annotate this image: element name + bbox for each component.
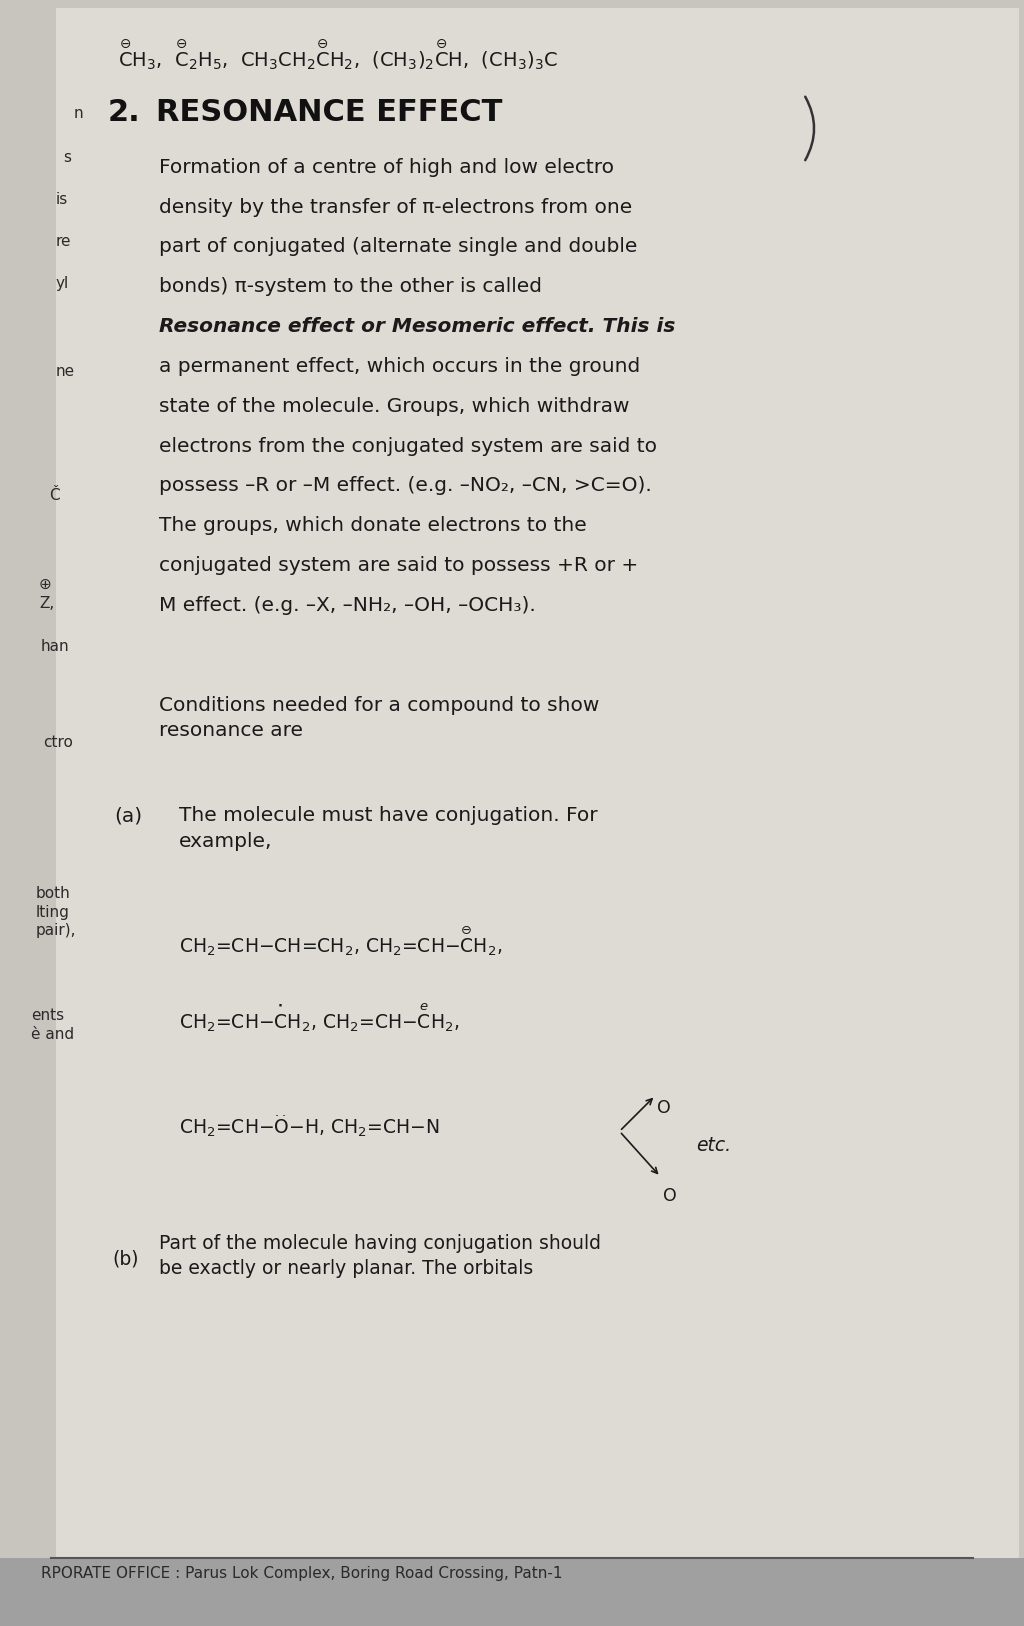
Text: M effect. (e.g. –X, –NH₂, –OH, –OCH₃).: M effect. (e.g. –X, –NH₂, –OH, –OCH₃). [159,597,536,615]
Text: both
lting
pair),: both lting pair), [36,886,77,938]
Text: (a): (a) [115,806,142,824]
Text: han: han [41,639,70,654]
Text: part of conjugated (alternate single and double: part of conjugated (alternate single and… [159,237,637,257]
Text: n: n [74,106,83,120]
Text: re: re [55,234,71,249]
Text: s: s [63,150,72,164]
Text: electrons from the conjugated system are said to: electrons from the conjugated system are… [159,436,656,455]
Text: 2.: 2. [108,98,140,127]
FancyBboxPatch shape [56,8,1019,1610]
Text: O: O [657,1099,671,1117]
Text: etc.: etc. [696,1137,731,1154]
Text: $\overset{\ominus}{\mathrm{C}}$H$_3$,  $\overset{\ominus}{\mathrm{C}}_2$H$_5$,  : $\overset{\ominus}{\mathrm{C}}$H$_3$, $\… [118,37,558,72]
Text: Conditions needed for a compound to show
resonance are: Conditions needed for a compound to show… [159,696,599,740]
Text: density by the transfer of π-electrons from one: density by the transfer of π-electrons f… [159,197,632,216]
Text: ⊕
Ż,: ⊕ Ż, [39,577,54,611]
Text: RPORATE OFFICE : Parus Lok Complex, Boring Road Crossing, Patn-1: RPORATE OFFICE : Parus Lok Complex, Bori… [41,1566,562,1580]
Text: ne: ne [55,364,75,379]
Text: yl: yl [55,276,69,291]
Text: Part of the molecule having conjugation should
be exactly or nearly planar. The : Part of the molecule having conjugation … [159,1234,601,1278]
Text: Resonance effect or Mesomeric effect. This is: Resonance effect or Mesomeric effect. Th… [159,317,675,337]
Text: RESONANCE EFFECT: RESONANCE EFFECT [156,98,502,127]
Text: conjugated system are said to possess +R or +: conjugated system are said to possess +R… [159,556,638,576]
Text: possess –R or –M effect. (e.g. –NO₂, –CN, >C=O).: possess –R or –M effect. (e.g. –NO₂, –CN… [159,476,651,496]
Text: CH$_2$=CH$-$$\overset{..}{\mathrm{O}}$$-$H, CH$_2$=CH$-$N: CH$_2$=CH$-$$\overset{..}{\mathrm{O}}$$-… [179,1112,439,1138]
FancyBboxPatch shape [0,1558,1024,1626]
Text: a permanent effect, which occurs in the ground: a permanent effect, which occurs in the … [159,358,640,376]
Text: Č: Č [49,488,59,502]
Text: The groups, which donate electrons to the: The groups, which donate electrons to th… [159,517,587,535]
Text: ctro: ctro [43,735,73,750]
Text: (b): (b) [113,1250,139,1268]
Text: bonds) π-system to the other is called: bonds) π-system to the other is called [159,276,542,296]
Text: state of the molecule. Groups, which withdraw: state of the molecule. Groups, which wit… [159,397,629,416]
Text: CH$_2$=CH$-$CH=CH$_2$, CH$_2$=CH$-$$\overset{\ominus}{\mathrm{C}}$H$_2$,: CH$_2$=CH$-$CH=CH$_2$, CH$_2$=CH$-$$\ove… [179,924,503,958]
Text: is: is [55,192,68,207]
Text: The molecule must have conjugation. For
example,: The molecule must have conjugation. For … [179,806,598,850]
Text: Formation of a centre of high and low electro: Formation of a centre of high and low el… [159,158,613,177]
Text: O: O [663,1187,676,1205]
Text: ents
è and: ents è and [31,1008,74,1042]
Text: CH$_2$=CH$-$$\overset{{\boldsymbol{\cdot}}}{\mathrm{C}}$H$_2$, CH$_2$=CH$-$$\ove: CH$_2$=CH$-$$\overset{{\boldsymbol{\cdot… [179,1002,460,1034]
